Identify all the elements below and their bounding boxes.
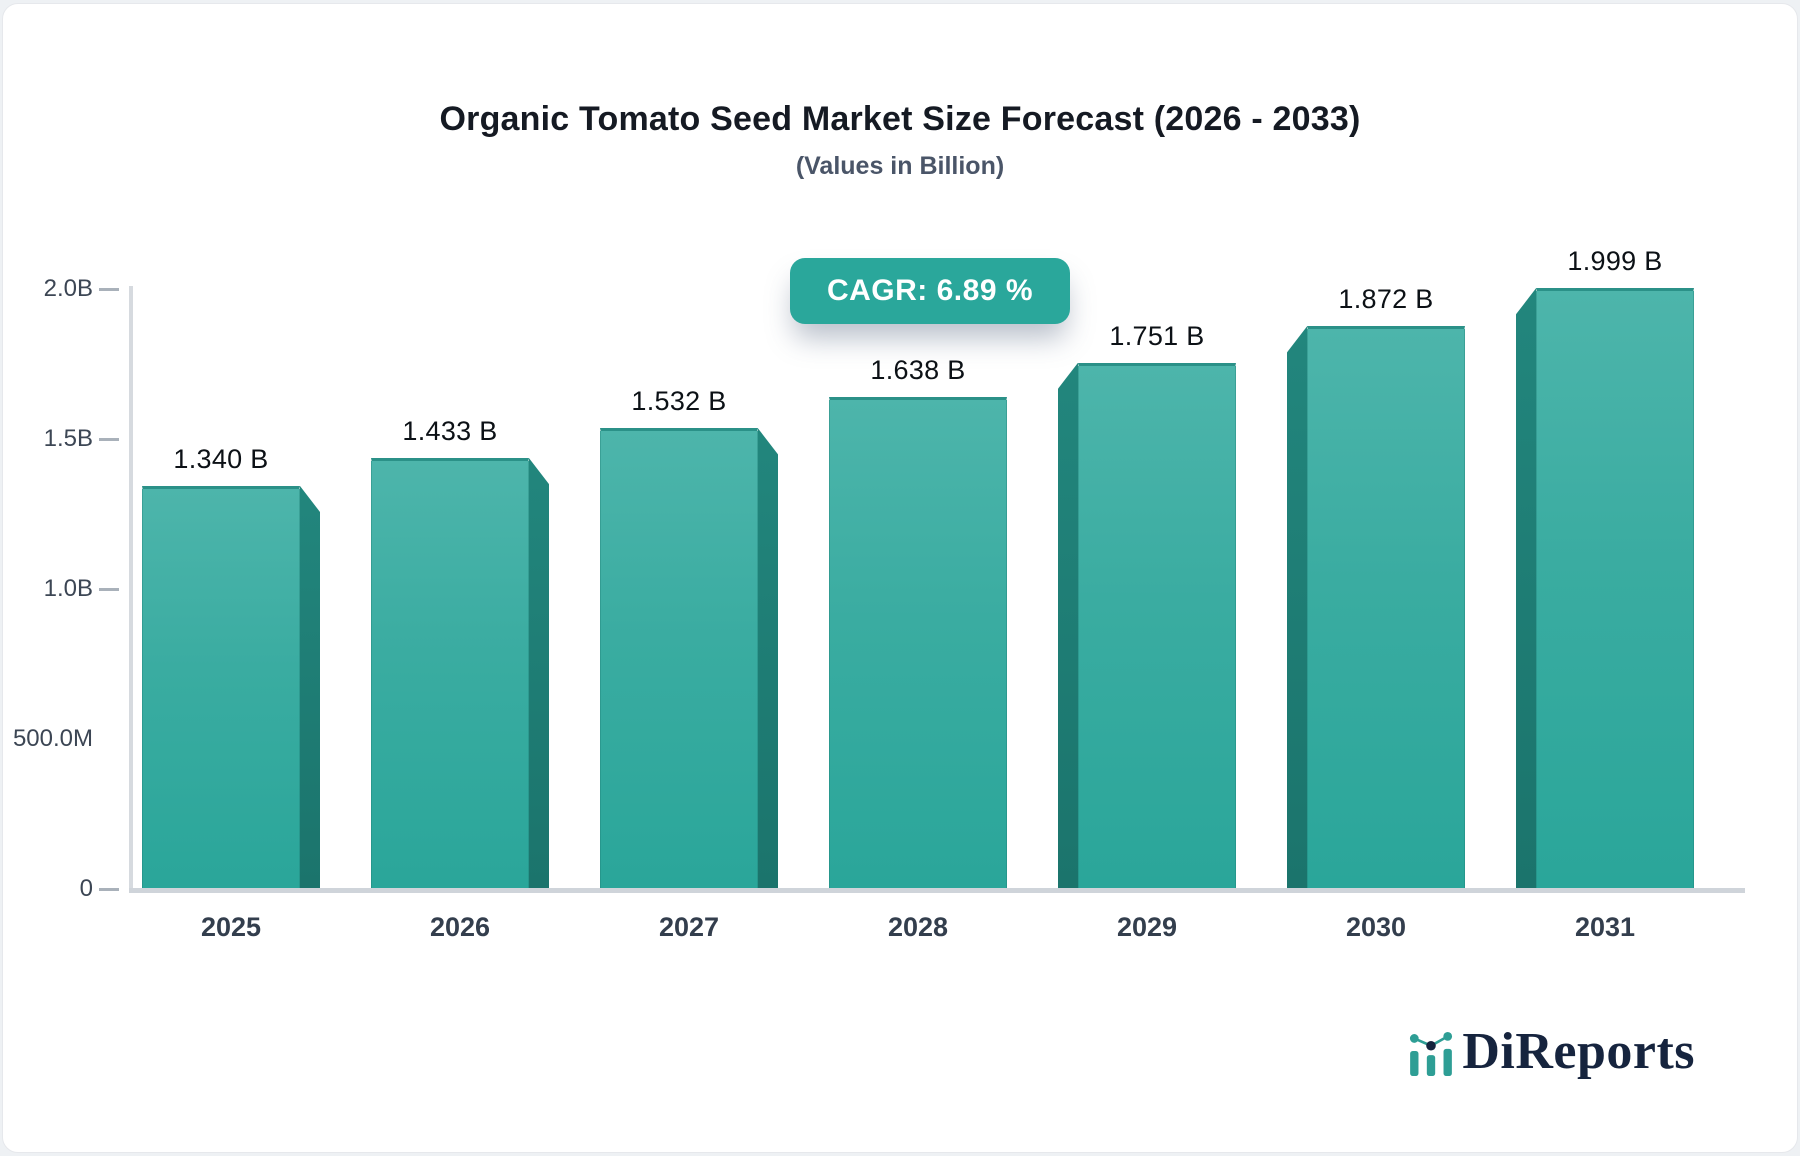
bar-side-2030 <box>1287 326 1307 888</box>
bar-2030 <box>1307 326 1465 888</box>
bar-2029 <box>1078 362 1236 888</box>
x-tick-label-2031: 2031 <box>1574 912 1636 942</box>
bar-value-2029: 1.751 B <box>1109 320 1205 351</box>
y-tick-label-500.0M: 500.0M <box>12 725 93 752</box>
chart-title: Organic Tomato Seed Market Size Forecast… <box>439 100 1361 138</box>
cagr-badge-text: CAGR: 6.89 % <box>826 274 1034 307</box>
y-axis-line <box>129 286 133 893</box>
bar-value-2025: 1.340 B <box>173 444 269 474</box>
x-tick-label-2027: 2027 <box>658 912 720 942</box>
direports-logo-text: DiReports <box>1462 1023 1695 1080</box>
bar-2026 <box>371 458 529 888</box>
bar-2025 <box>142 486 300 888</box>
x-tick-label-2029: 2029 <box>1116 912 1178 942</box>
bar-side-2031 <box>1516 288 1536 888</box>
bar-2028 <box>829 396 1007 888</box>
y-tick-dash-1.0B <box>99 588 119 591</box>
bar-side-2025 <box>300 486 320 888</box>
bar-value-2030: 1.872 B <box>1338 284 1434 315</box>
x-tick-label-2026: 2026 <box>429 912 491 942</box>
y-tick-label-1.5B: 1.5B <box>43 425 93 452</box>
bar-value-2031: 1.999 B <box>1567 246 1663 277</box>
x-tick-label-2030: 2030 <box>1345 912 1407 942</box>
direports-logo: DiReports <box>1408 1022 1695 1081</box>
y-tick-label-2.0B: 2.0B <box>43 275 93 302</box>
cagr-badge: CAGR: 6.89 % <box>790 258 1070 324</box>
x-tick-label-2028: 2028 <box>887 912 949 942</box>
bar-side-2027 <box>758 428 778 888</box>
y-tick-dash-1.5B <box>99 438 119 441</box>
chart-subtitle: (Values in Billion) <box>795 152 1005 180</box>
x-axis-line <box>129 888 1745 893</box>
y-tick-label-1.0B: 1.0B <box>43 575 93 602</box>
direports-logo-icon <box>1410 1031 1453 1076</box>
bar-value-2026: 1.433 B <box>402 416 498 447</box>
y-tick-dash-0 <box>99 888 119 891</box>
bar-value-2028: 1.638 B <box>870 354 966 385</box>
bar-value-2027: 1.532 B <box>631 386 727 417</box>
bar-2031 <box>1536 288 1694 888</box>
chart-card: Organic Tomato Seed Market Size Forecast… <box>2 3 1798 1153</box>
bar-chart-plot: 2.0B 1.5B 1.0B 500.0M 0 1.340 B 2025 1.433 B 202… <box>3 4 1800 1156</box>
bar-side-2026 <box>529 458 549 888</box>
y-tick-dash-2.0B <box>99 288 119 291</box>
bar-2027 <box>600 428 758 888</box>
y-tick-label-0: 0 <box>79 875 93 902</box>
x-tick-label-2025: 2025 <box>200 912 262 942</box>
bar-side-2029 <box>1058 362 1078 888</box>
